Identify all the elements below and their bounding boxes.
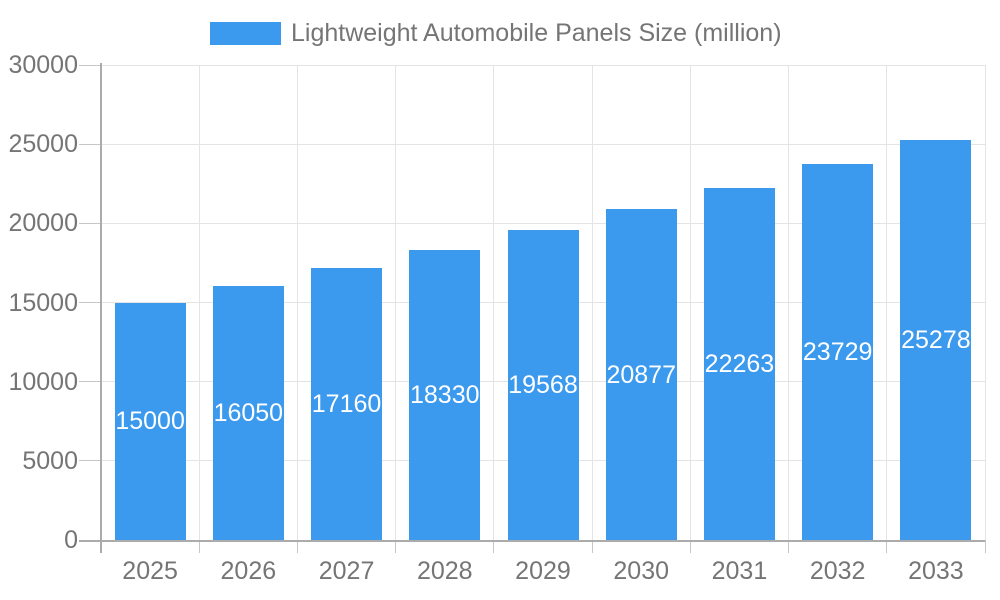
bar-value-label: 25278 xyxy=(901,325,971,354)
x-axis-label: 2031 xyxy=(711,557,768,585)
x-axis-label: 2027 xyxy=(318,557,375,585)
bar-value-label: 17160 xyxy=(311,390,382,419)
bar[interactable] xyxy=(212,285,284,540)
x-axis-label: 2025 xyxy=(122,557,178,585)
y-gridline xyxy=(101,143,985,145)
bar-value-label: 19568 xyxy=(508,371,578,400)
x-gridline xyxy=(591,65,593,540)
bar-value-label: 22263 xyxy=(704,349,775,378)
x-axis-label: 2030 xyxy=(613,557,670,585)
legend-item[interactable]: Lightweight Automobile Panels Size (mill… xyxy=(210,16,782,50)
x-gridline xyxy=(395,65,397,540)
y-axis-label: 25000 xyxy=(8,130,78,159)
legend-swatch xyxy=(210,21,281,45)
y-axis-label: 0 xyxy=(64,526,78,554)
bar[interactable] xyxy=(900,139,972,540)
y-tick xyxy=(79,302,101,303)
x-axis-label: 2028 xyxy=(416,557,473,585)
bar-value-label: 23729 xyxy=(802,338,873,367)
x-gridline xyxy=(886,65,888,540)
bar[interactable] xyxy=(507,230,579,540)
x-tick xyxy=(591,540,593,553)
y-tick xyxy=(79,143,101,145)
y-axis-line xyxy=(100,63,102,553)
x-tick xyxy=(788,540,790,553)
y-tick xyxy=(79,460,101,462)
y-axis-label: 15000 xyxy=(8,288,78,317)
bar[interactable] xyxy=(605,209,677,540)
bar-value-label: 16050 xyxy=(213,398,284,427)
x-gridline xyxy=(296,65,298,540)
y-tick xyxy=(79,64,101,66)
y-axis-label: 5000 xyxy=(22,446,78,475)
x-tick xyxy=(493,540,495,553)
y-axis-label: 10000 xyxy=(8,367,78,396)
x-tick xyxy=(886,540,888,553)
y-tick xyxy=(79,222,101,224)
bar[interactable] xyxy=(703,187,775,540)
legend-label: Lightweight Automobile Panels Size (mill… xyxy=(291,18,782,47)
x-tick xyxy=(984,540,986,553)
x-axis-label: 2029 xyxy=(515,557,571,585)
x-gridline xyxy=(198,65,200,540)
x-gridline xyxy=(788,65,790,540)
y-gridline xyxy=(101,64,985,66)
y-axis-label: 20000 xyxy=(8,209,78,238)
bar-value-label: 15000 xyxy=(115,407,185,436)
x-tick xyxy=(296,540,298,553)
x-axis-label: 2026 xyxy=(220,557,277,585)
bar-value-label: 18330 xyxy=(410,380,480,409)
x-tick xyxy=(198,540,200,553)
x-tick xyxy=(689,540,691,553)
x-axis-label: 2032 xyxy=(809,557,866,585)
bar-value-label: 20877 xyxy=(606,360,676,389)
x-axis-label: 2033 xyxy=(908,557,964,585)
x-gridline xyxy=(493,65,495,540)
bar[interactable] xyxy=(802,164,874,540)
y-axis-label: 30000 xyxy=(8,51,78,79)
x-gridline xyxy=(984,65,986,540)
x-axis-line xyxy=(79,540,985,542)
y-gridline xyxy=(101,222,985,224)
y-tick xyxy=(79,381,101,383)
bar[interactable] xyxy=(409,249,481,540)
bar[interactable] xyxy=(311,268,383,540)
x-gridline xyxy=(689,65,691,540)
x-tick xyxy=(395,540,397,553)
bar[interactable] xyxy=(114,302,186,540)
